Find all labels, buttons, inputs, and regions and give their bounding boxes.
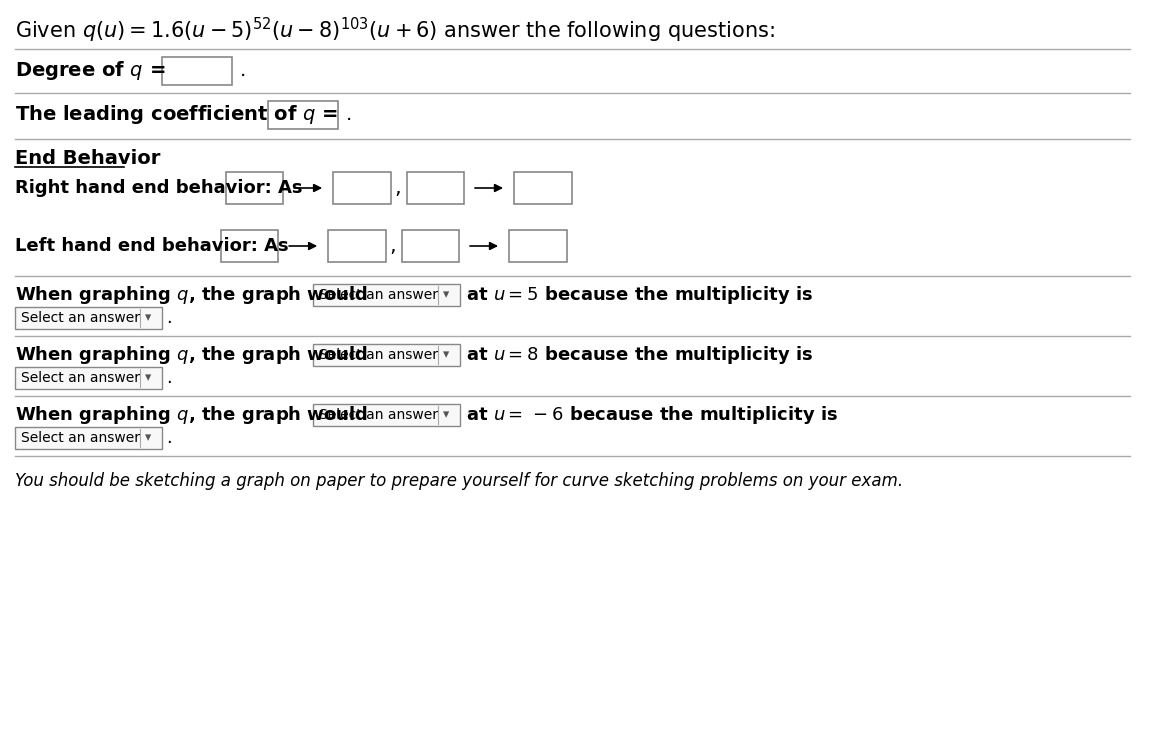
Text: When graphing $q$, the graph would: When graphing $q$, the graph would: [15, 404, 369, 426]
Text: Select an answer: Select an answer: [21, 431, 139, 445]
Text: Select an answer: Select an answer: [21, 371, 139, 385]
Text: The leading coefficient of $q$ =: The leading coefficient of $q$ =: [15, 104, 338, 127]
Text: Select an answer: Select an answer: [319, 288, 438, 302]
Text: ▾: ▾: [145, 311, 151, 325]
FancyBboxPatch shape: [162, 57, 232, 85]
FancyBboxPatch shape: [407, 172, 464, 204]
Text: Select an answer: Select an answer: [21, 311, 139, 325]
FancyBboxPatch shape: [313, 344, 460, 366]
FancyBboxPatch shape: [313, 404, 460, 426]
FancyBboxPatch shape: [402, 230, 460, 262]
Text: Right hand end behavior: As: Right hand end behavior: As: [15, 179, 303, 197]
Text: End Behavior: End Behavior: [15, 149, 160, 168]
Text: ,: ,: [389, 236, 396, 256]
Text: .: .: [166, 309, 172, 327]
Text: Left hand end behavior: As: Left hand end behavior: As: [15, 237, 288, 255]
Text: ▾: ▾: [444, 349, 449, 361]
FancyBboxPatch shape: [15, 307, 162, 329]
FancyBboxPatch shape: [226, 172, 283, 204]
Text: Select an answer: Select an answer: [319, 348, 438, 362]
FancyBboxPatch shape: [509, 230, 567, 262]
Text: ▾: ▾: [145, 372, 151, 384]
Text: Select an answer: Select an answer: [319, 408, 438, 422]
Text: ▾: ▾: [444, 408, 449, 422]
FancyBboxPatch shape: [328, 230, 386, 262]
Text: Degree of $q$ =: Degree of $q$ =: [15, 60, 166, 82]
Text: When graphing $q$, the graph would: When graphing $q$, the graph would: [15, 344, 369, 366]
Text: You should be sketching a graph on paper to prepare yourself for curve sketching: You should be sketching a graph on paper…: [15, 472, 903, 490]
Text: at $u = 5$ because the multiplicity is: at $u = 5$ because the multiplicity is: [467, 284, 813, 306]
FancyBboxPatch shape: [514, 172, 571, 204]
Text: ▾: ▾: [145, 431, 151, 445]
Text: ,: ,: [395, 178, 401, 198]
Text: at $u =\,-6$ because the multiplicity is: at $u =\,-6$ because the multiplicity is: [467, 404, 839, 426]
FancyBboxPatch shape: [268, 101, 338, 129]
Text: .: .: [240, 62, 245, 80]
FancyBboxPatch shape: [333, 172, 391, 204]
FancyBboxPatch shape: [313, 284, 460, 306]
Text: at $u = 8$ because the multiplicity is: at $u = 8$ because the multiplicity is: [467, 344, 813, 366]
FancyBboxPatch shape: [15, 427, 162, 449]
Text: .: .: [166, 369, 172, 387]
Text: When graphing $q$, the graph would: When graphing $q$, the graph would: [15, 284, 369, 306]
Text: .: .: [166, 429, 172, 447]
FancyBboxPatch shape: [221, 230, 279, 262]
Text: ▾: ▾: [444, 289, 449, 302]
Text: Given $q(u) = 1.6(u - 5)^{52}(u - 8)^{103}(u + 6)$ answer the following question: Given $q(u) = 1.6(u - 5)^{52}(u - 8)^{10…: [15, 15, 774, 45]
Text: .: .: [346, 105, 353, 124]
FancyBboxPatch shape: [15, 367, 162, 389]
